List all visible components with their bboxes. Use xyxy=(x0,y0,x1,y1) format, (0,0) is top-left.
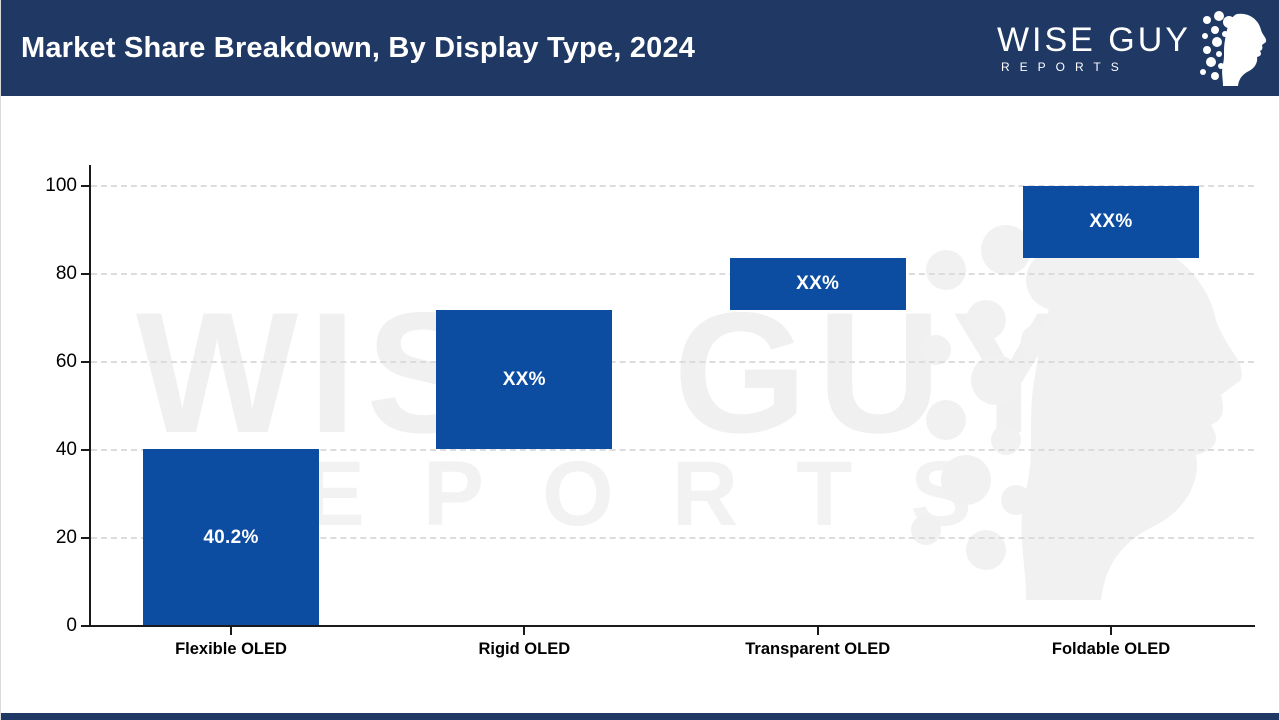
bar-rigid-oled: XX% xyxy=(436,310,613,450)
x-tick xyxy=(816,627,819,635)
bar-value-label: 40.2% xyxy=(203,526,259,548)
bar-value-label: XX% xyxy=(502,368,546,390)
y-tick-20 xyxy=(81,537,89,539)
y-tick-80 xyxy=(81,273,89,275)
y-tick-40 xyxy=(81,449,89,451)
x-axis-line xyxy=(87,625,1255,627)
category-label-4: Foldable OLED xyxy=(1051,640,1171,658)
category-label-3: Transparent OLED xyxy=(745,640,891,658)
y-tick-label: 40 xyxy=(55,439,77,460)
y-tick-label: 60 xyxy=(55,351,77,372)
y-tick-60 xyxy=(81,361,89,363)
x-tick xyxy=(523,627,526,635)
gridline-100 xyxy=(91,185,1254,187)
page-title: Market Share Breakdown, By Display Type,… xyxy=(21,31,696,64)
gridline-60 xyxy=(91,361,1254,363)
watermark-face-icon xyxy=(911,225,1242,600)
logo-face-icon xyxy=(1200,11,1267,87)
y-tick-label: 20 xyxy=(55,527,77,548)
x-tick xyxy=(1110,627,1112,635)
brand-logo: WISE GUY REPORTS xyxy=(997,6,1267,90)
y-tick-0 xyxy=(81,625,89,627)
y-tick-label: 0 xyxy=(66,615,77,636)
x-tick xyxy=(230,627,232,635)
logo-subtext: REPORTS xyxy=(1000,60,1129,75)
logo-text: WISE GUY REPORTS xyxy=(996,20,1191,75)
bar-value-label: XX% xyxy=(1089,211,1133,233)
header-bar: Market Share Breakdown, By Display Type,… xyxy=(1,0,1279,96)
gridline-20 xyxy=(91,537,1254,539)
footer-bar xyxy=(1,713,1279,720)
bar-transparent-oled: XX% xyxy=(729,258,906,311)
logo-wordmark: WISE GUY xyxy=(996,20,1191,59)
y-tick-100 xyxy=(81,185,89,187)
gridline-40 xyxy=(91,449,1254,451)
y-tick-label: 100 xyxy=(45,175,77,196)
bar-value-label: XX% xyxy=(796,273,840,295)
bar-flexible-oled: 40.2% xyxy=(143,449,319,626)
gridline-80 xyxy=(91,273,1254,275)
category-label-1: Flexible OLED xyxy=(175,640,287,658)
bar-foldable-oled: XX% xyxy=(1023,186,1199,259)
y-axis-line xyxy=(89,165,91,627)
category-label-2: Rigid OLED xyxy=(478,640,571,658)
y-tick-label: 80 xyxy=(55,263,77,284)
